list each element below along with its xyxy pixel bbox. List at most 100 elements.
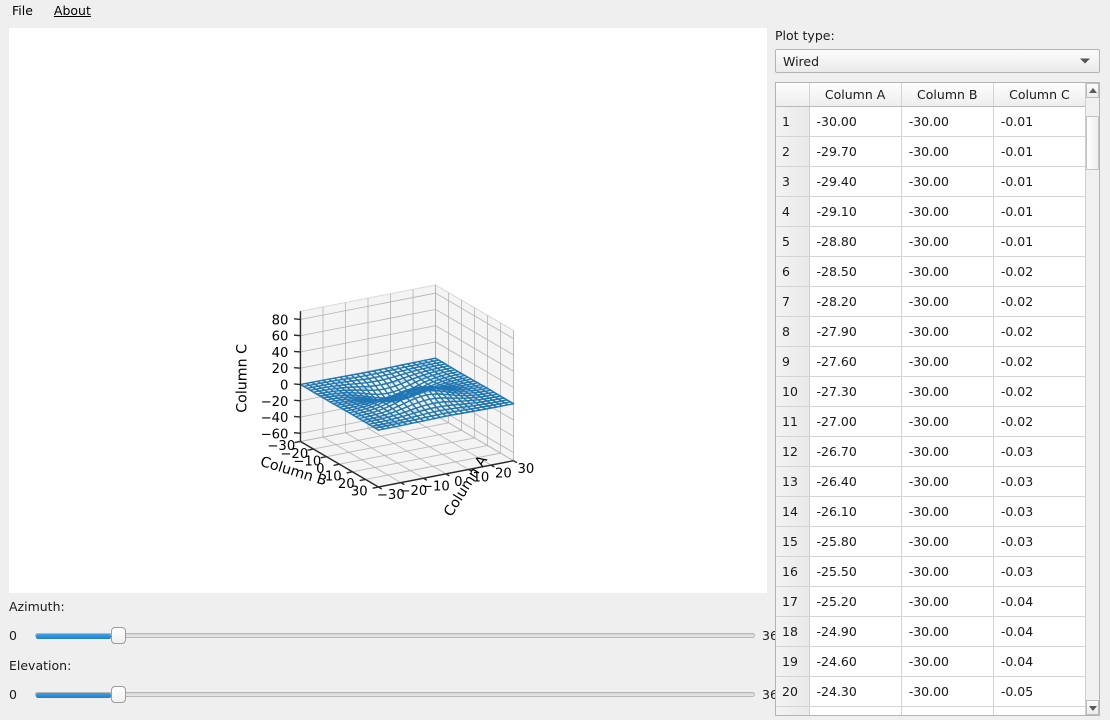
cell-column-c[interactable] bbox=[993, 706, 1087, 715]
cell-column-c[interactable]: -0.02 bbox=[993, 406, 1087, 437]
row-header-cell[interactable]: 16 bbox=[776, 556, 810, 587]
cell-column-b[interactable]: -30.00 bbox=[901, 616, 994, 647]
row-header-cell[interactable]: 17 bbox=[776, 586, 810, 617]
row-header-cell[interactable]: 19 bbox=[776, 646, 810, 677]
row-header-cell[interactable]: 18 bbox=[776, 616, 810, 647]
scroll-down-button[interactable] bbox=[1086, 700, 1099, 715]
cell-column-b[interactable]: -30.00 bbox=[901, 496, 994, 527]
cell-column-a[interactable]: -25.80 bbox=[809, 526, 902, 557]
plot-canvas-3d-surface[interactable]: −30 −20 −10 0 10 20 30 30 20 10 0 −10 −20 −30 −60 −40 −2… bbox=[9, 28, 767, 593]
row-header-cell[interactable]: 4 bbox=[776, 196, 810, 227]
cell-column-a[interactable]: -25.50 bbox=[809, 556, 902, 587]
elevation-slider-handle[interactable] bbox=[111, 686, 127, 703]
cell-column-c[interactable]: -0.02 bbox=[993, 346, 1087, 377]
azimuth-slider-handle[interactable] bbox=[111, 627, 127, 644]
cell-column-a[interactable]: -29.10 bbox=[809, 196, 902, 227]
cell-column-a[interactable]: -27.30 bbox=[809, 376, 902, 407]
menu-item-file[interactable]: File bbox=[12, 2, 33, 18]
cell-column-c[interactable]: -0.01 bbox=[993, 166, 1087, 197]
cell-column-a[interactable]: -28.20 bbox=[809, 286, 902, 317]
cell-column-b[interactable]: -30.00 bbox=[901, 136, 994, 167]
cell-column-b[interactable]: -30.00 bbox=[901, 196, 994, 227]
table-row[interactable] bbox=[776, 706, 1087, 715]
cell-column-a[interactable]: -27.00 bbox=[809, 406, 902, 437]
cell-column-a[interactable]: -26.70 bbox=[809, 436, 902, 467]
row-header-cell[interactable]: 7 bbox=[776, 286, 810, 317]
cell-column-c[interactable]: -0.02 bbox=[993, 376, 1087, 407]
cell-column-b[interactable]: -30.00 bbox=[901, 376, 994, 407]
cell-column-b[interactable]: -30.00 bbox=[901, 466, 994, 497]
table-row[interactable]: 6 -28.50 -30.00 -0.02 bbox=[776, 256, 1087, 287]
cell-column-b[interactable]: -30.00 bbox=[901, 586, 994, 617]
cell-column-c[interactable]: -0.01 bbox=[993, 136, 1087, 167]
cell-column-c[interactable]: -0.03 bbox=[993, 496, 1087, 527]
table-row[interactable]: 11 -27.00 -30.00 -0.02 bbox=[776, 406, 1087, 437]
cell-column-a[interactable]: -27.90 bbox=[809, 316, 902, 347]
row-header-cell[interactable]: 5 bbox=[776, 226, 810, 257]
row-header-cell[interactable] bbox=[776, 706, 810, 715]
table-row[interactable]: 15 -25.80 -30.00 -0.03 bbox=[776, 526, 1087, 557]
cell-column-c[interactable]: -0.02 bbox=[993, 256, 1087, 287]
table-row[interactable]: 7 -28.20 -30.00 -0.02 bbox=[776, 286, 1087, 317]
cell-column-a[interactable]: -28.50 bbox=[809, 256, 902, 287]
table-corner-header[interactable] bbox=[776, 83, 810, 107]
table-row[interactable]: 10 -27.30 -30.00 -0.02 bbox=[776, 376, 1087, 407]
table-row[interactable]: 5 -28.80 -30.00 -0.01 bbox=[776, 226, 1087, 257]
table-vertical-scrollbar[interactable] bbox=[1085, 83, 1099, 715]
row-header-cell[interactable]: 11 bbox=[776, 406, 810, 437]
cell-column-b[interactable]: -30.00 bbox=[901, 346, 994, 377]
elevation-slider[interactable] bbox=[35, 685, 755, 703]
table-row[interactable]: 3 -29.40 -30.00 -0.01 bbox=[776, 166, 1087, 197]
row-header-cell[interactable]: 14 bbox=[776, 496, 810, 527]
row-header-cell[interactable]: 2 bbox=[776, 136, 810, 167]
menu-item-about[interactable]: About bbox=[51, 2, 100, 19]
table-row[interactable]: 8 -27.90 -30.00 -0.02 bbox=[776, 316, 1087, 347]
row-header-cell[interactable]: 13 bbox=[776, 466, 810, 497]
table-row[interactable]: 19 -24.60 -30.00 -0.04 bbox=[776, 646, 1087, 677]
cell-column-b[interactable]: -30.00 bbox=[901, 226, 994, 257]
cell-column-c[interactable]: -0.03 bbox=[993, 466, 1087, 497]
cell-column-c[interactable]: -0.01 bbox=[993, 196, 1087, 227]
azimuth-slider-groove[interactable] bbox=[35, 633, 755, 638]
cell-column-a[interactable]: -24.90 bbox=[809, 616, 902, 647]
cell-column-c[interactable]: -0.02 bbox=[993, 286, 1087, 317]
data-table-container[interactable]: Column A Column B Column C 1 -30.00 -30.00… bbox=[775, 82, 1100, 716]
cell-column-a[interactable]: -24.60 bbox=[809, 646, 902, 677]
elevation-slider-groove[interactable] bbox=[35, 692, 755, 697]
cell-column-b[interactable]: -30.00 bbox=[901, 166, 994, 197]
table-row[interactable]: 12 -26.70 -30.00 -0.03 bbox=[776, 436, 1087, 467]
cell-column-a[interactable]: -30.00 bbox=[809, 106, 902, 137]
cell-column-a[interactable]: -28.80 bbox=[809, 226, 902, 257]
row-header-cell[interactable]: 1 bbox=[776, 106, 810, 137]
row-header-cell[interactable]: 6 bbox=[776, 256, 810, 287]
table-row[interactable]: 9 -27.60 -30.00 -0.02 bbox=[776, 346, 1087, 377]
row-header-cell[interactable]: 15 bbox=[776, 526, 810, 557]
cell-column-b[interactable]: -30.00 bbox=[901, 406, 994, 437]
cell-column-c[interactable]: -0.04 bbox=[993, 616, 1087, 647]
cell-column-b[interactable]: -30.00 bbox=[901, 646, 994, 677]
cell-column-c[interactable]: -0.01 bbox=[993, 226, 1087, 257]
cell-column-c[interactable]: -0.03 bbox=[993, 526, 1087, 557]
scrollbar-thumb[interactable] bbox=[1086, 116, 1099, 171]
cell-column-b[interactable]: -30.00 bbox=[901, 106, 994, 137]
cell-column-b[interactable] bbox=[901, 706, 994, 715]
cell-column-b[interactable]: -30.00 bbox=[901, 526, 994, 557]
row-header-cell[interactable]: 12 bbox=[776, 436, 810, 467]
cell-column-c[interactable]: -0.03 bbox=[993, 436, 1087, 467]
cell-column-c[interactable]: -0.02 bbox=[993, 316, 1087, 347]
cell-column-c[interactable]: -0.01 bbox=[993, 106, 1087, 137]
cell-column-b[interactable]: -30.00 bbox=[901, 256, 994, 287]
table-row[interactable]: 1 -30.00 -30.00 -0.01 bbox=[776, 106, 1087, 137]
scroll-up-button[interactable] bbox=[1086, 83, 1099, 98]
chevron-down-icon[interactable] bbox=[1080, 58, 1090, 64]
table-row[interactable]: 14 -26.10 -30.00 -0.03 bbox=[776, 496, 1087, 527]
cell-column-a[interactable]: -24.30 bbox=[809, 676, 902, 707]
azimuth-slider[interactable] bbox=[35, 626, 755, 644]
column-header-a[interactable]: Column A bbox=[809, 83, 902, 107]
table-row[interactable]: 20 -24.30 -30.00 -0.05 bbox=[776, 676, 1087, 707]
column-header-b[interactable]: Column B bbox=[901, 83, 994, 107]
cell-column-c[interactable]: -0.03 bbox=[993, 556, 1087, 587]
row-header-cell[interactable]: 3 bbox=[776, 166, 810, 197]
cell-column-c[interactable]: -0.04 bbox=[993, 586, 1087, 617]
cell-column-b[interactable]: -30.00 bbox=[901, 676, 994, 707]
